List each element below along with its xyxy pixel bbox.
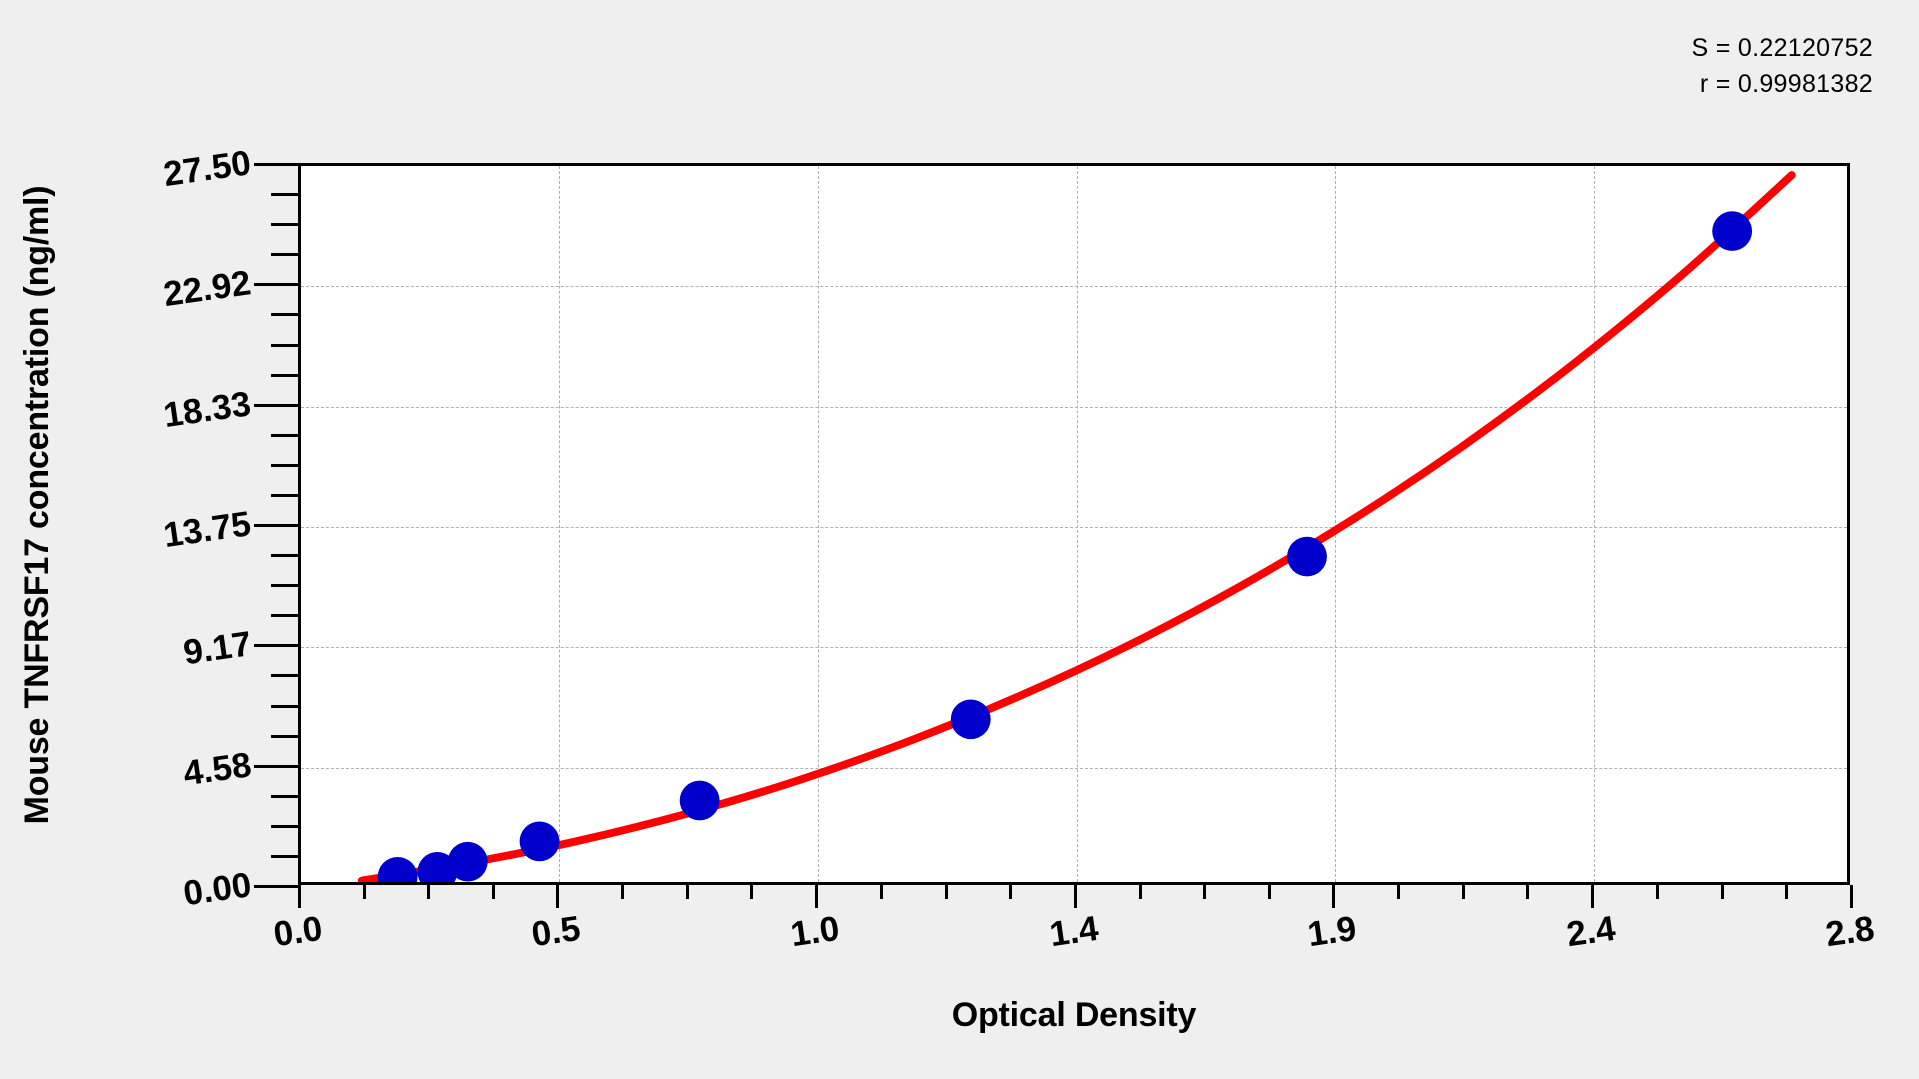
data-point-marker bbox=[1712, 211, 1753, 251]
x-axis-tick-minor bbox=[879, 885, 883, 899]
x-axis-tick-minor bbox=[1009, 885, 1013, 899]
gridline-vertical bbox=[818, 166, 820, 882]
data-point-marker bbox=[1287, 536, 1327, 577]
x-axis-tick-minor bbox=[1138, 885, 1142, 899]
data-point-marker bbox=[417, 852, 458, 882]
x-axis-tick-minor bbox=[1655, 885, 1659, 899]
x-axis-tick-major bbox=[1591, 885, 1595, 908]
x-axis-tick-minor bbox=[1397, 885, 1400, 899]
y-axis-tick-minor bbox=[271, 313, 298, 317]
y-axis-tick-label: 18.33 bbox=[161, 383, 254, 435]
y-axis-tick-minor bbox=[271, 253, 298, 257]
data-point-marker bbox=[447, 841, 488, 882]
y-axis-tick-minor bbox=[271, 493, 298, 497]
x-axis-tick-minor bbox=[621, 885, 624, 899]
x-axis-tick-label: 1.0 bbox=[788, 908, 842, 955]
x-axis-tick-major bbox=[1332, 885, 1336, 908]
y-axis-tick-minor bbox=[271, 463, 298, 467]
gridline-vertical bbox=[559, 166, 561, 882]
y-axis-tick-minor bbox=[271, 674, 298, 678]
y-axis-tick-minor bbox=[271, 794, 298, 798]
x-axis-tick-minor bbox=[491, 885, 495, 899]
x-axis-tick-minor bbox=[427, 885, 431, 899]
y-axis-tick-minor bbox=[271, 554, 298, 558]
gridline-horizontal bbox=[301, 406, 1847, 408]
y-axis-tick-label: 13.75 bbox=[161, 504, 254, 556]
y-axis-tick-major bbox=[254, 764, 298, 768]
y-axis-tick-major bbox=[254, 644, 298, 648]
gridline-vertical bbox=[1594, 166, 1596, 882]
x-axis-tick-major bbox=[298, 885, 301, 908]
plot-inner bbox=[301, 166, 1847, 882]
x-axis-tick-label: 0.5 bbox=[529, 908, 584, 955]
y-axis-tick-major bbox=[254, 403, 298, 407]
y-axis-tick-major bbox=[254, 885, 298, 888]
x-axis-tick-minor bbox=[944, 885, 948, 899]
y-axis-tick-label: 0.00 bbox=[180, 865, 254, 914]
x-axis-tick-minor bbox=[1720, 885, 1724, 899]
data-point-marker bbox=[377, 856, 418, 882]
x-axis-tick-major bbox=[1074, 885, 1077, 908]
gridline-horizontal bbox=[301, 767, 1847, 769]
x-axis-tick-minor bbox=[685, 885, 689, 899]
data-point-marker bbox=[519, 821, 560, 862]
data-layer bbox=[357, 171, 1796, 882]
y-axis-tick-label: 4.58 bbox=[180, 744, 254, 793]
y-axis-title: Mouse TNFRSF17 concentration (ng/ml) bbox=[17, 185, 56, 825]
data-point-marker bbox=[679, 780, 720, 821]
x-axis-tick-minor bbox=[1526, 885, 1530, 899]
gridline-horizontal bbox=[301, 527, 1847, 528]
x-axis-tick-minor bbox=[750, 885, 754, 899]
x-axis-tick-minor bbox=[1203, 885, 1207, 899]
fit-statistics: S = 0.22120752 r = 0.99981382 bbox=[1692, 30, 1873, 103]
y-axis-tick-minor bbox=[271, 193, 298, 197]
y-axis-tick-label: 22.92 bbox=[161, 263, 254, 315]
gridline-vertical bbox=[1335, 166, 1337, 882]
x-axis-tick-major bbox=[815, 885, 819, 908]
x-axis-tick-label: 1.9 bbox=[1305, 908, 1360, 955]
x-axis-title: Optical Density bbox=[951, 996, 1197, 1034]
x-axis-tick-label: 1.4 bbox=[1047, 908, 1101, 955]
gridline-horizontal bbox=[301, 647, 1847, 649]
x-axis-tick-minor bbox=[362, 885, 366, 899]
y-axis-tick-minor bbox=[271, 433, 298, 437]
x-axis-tick-major bbox=[556, 885, 560, 908]
y-axis-tick-minor bbox=[271, 614, 298, 618]
y-axis-tick-label: 9.17 bbox=[180, 624, 254, 673]
x-axis-tick-minor bbox=[1461, 885, 1465, 899]
y-axis-tick-major bbox=[254, 283, 298, 287]
x-axis-tick-minor bbox=[1267, 885, 1271, 899]
y-axis-tick-minor bbox=[271, 824, 298, 828]
x-axis-tick-minor bbox=[1785, 885, 1789, 899]
y-axis-tick-minor bbox=[271, 584, 298, 588]
gridline-horizontal bbox=[301, 286, 1847, 288]
y-axis-tick-minor bbox=[271, 854, 298, 858]
y-axis-tick-minor bbox=[271, 373, 298, 377]
y-axis-tick-minor bbox=[271, 704, 298, 708]
x-axis-tick-label: 0.0 bbox=[271, 908, 325, 955]
x-axis-tick-major bbox=[1850, 885, 1853, 908]
y-axis-tick-minor bbox=[271, 734, 298, 738]
s-value-label: S = 0.22120752 bbox=[1691, 34, 1873, 62]
plot-area bbox=[298, 163, 1850, 885]
r-value-label: r = 0.99981382 bbox=[1699, 70, 1873, 99]
y-axis-tick-major bbox=[254, 524, 298, 527]
data-point-marker bbox=[950, 699, 991, 740]
y-axis-tick-minor bbox=[271, 223, 298, 227]
x-axis-tick-label: 2.4 bbox=[1564, 908, 1618, 955]
fitted-curve bbox=[357, 171, 1796, 882]
y-axis-tick-label: 27.50 bbox=[161, 143, 254, 195]
y-axis-tick-minor bbox=[271, 343, 298, 347]
y-axis-tick-major bbox=[254, 163, 298, 166]
x-axis-tick-label: 2.8 bbox=[1823, 908, 1877, 955]
gridline-vertical bbox=[1077, 166, 1078, 882]
